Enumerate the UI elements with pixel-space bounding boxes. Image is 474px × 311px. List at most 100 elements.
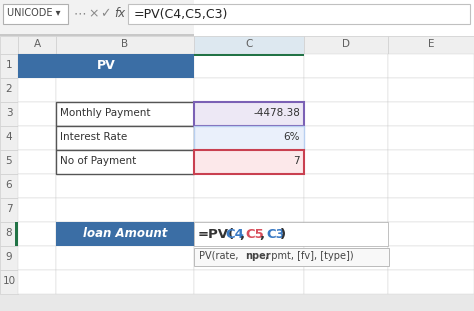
Text: C5: C5 [246,228,264,241]
Bar [56,54,194,78]
Bar [304,126,388,150]
Bar [56,102,194,126]
Text: C4: C4 [225,228,244,241]
Bar [194,246,304,270]
Bar [0,54,18,78]
Bar [194,54,304,56]
Bar [18,246,56,270]
Text: A: A [34,39,41,49]
Text: 10: 10 [2,276,16,286]
Bar [18,270,56,294]
Text: ⋯: ⋯ [74,7,86,20]
Bar [388,126,474,150]
Bar [304,36,388,54]
Text: 7: 7 [6,204,12,214]
Bar [18,54,194,78]
Bar [388,198,474,222]
Bar [3,4,68,24]
Bar [18,78,56,102]
Bar [0,270,18,294]
Bar [304,102,388,126]
Bar [388,150,474,174]
Text: ,: , [259,228,264,241]
Bar [388,174,474,198]
Bar [18,102,56,126]
Bar [388,54,474,78]
Text: C: C [246,39,253,49]
Text: 6: 6 [6,180,12,190]
Text: =PV(: =PV( [198,228,235,241]
Bar [304,270,388,294]
Bar [194,270,304,294]
Text: nper: nper [245,251,271,261]
Bar [388,102,474,126]
Bar [194,222,388,246]
Bar [194,150,304,174]
Bar [194,198,304,222]
Text: fx: fx [114,7,125,20]
Bar [56,150,194,174]
Bar [0,36,18,54]
Bar [18,126,56,150]
Text: Monthly Payment: Monthly Payment [60,108,151,118]
Bar [0,198,18,222]
Text: 2: 2 [6,84,12,94]
Bar [194,248,389,266]
Text: 4: 4 [6,132,12,142]
Bar [304,198,388,222]
Text: 1: 1 [6,60,12,70]
Bar [304,78,388,102]
Bar [388,222,474,246]
Text: 3: 3 [6,108,12,118]
Bar [0,222,18,246]
Bar [18,36,56,54]
Bar [0,78,18,102]
Bar [194,222,304,246]
Bar [194,78,304,102]
Bar [56,78,194,102]
Text: 7: 7 [293,156,300,166]
Bar [56,222,194,246]
Bar [18,150,56,174]
Bar [194,0,474,36]
Text: B: B [121,39,128,49]
Bar [0,174,18,198]
Text: 6%: 6% [283,132,300,142]
Bar [56,126,194,150]
Bar [56,126,194,150]
Bar [18,174,56,198]
Bar [194,150,304,174]
Bar [56,102,194,126]
Text: 8: 8 [6,228,12,238]
Bar [0,246,18,270]
Bar [194,126,304,150]
Text: 9: 9 [6,252,12,262]
Bar [194,54,304,78]
Bar [304,222,388,246]
Bar [0,34,474,36]
Bar [128,4,470,24]
Bar [388,36,474,54]
Text: PV: PV [97,59,115,72]
Bar [18,54,56,78]
Bar [56,198,194,222]
Text: loan Amount: loan Amount [83,227,167,240]
Bar [56,150,194,174]
Text: E: E [428,39,434,49]
Bar [388,246,474,270]
Bar [194,36,304,54]
Bar [56,174,194,198]
Text: D: D [342,39,350,49]
Text: Interest Rate: Interest Rate [60,132,127,142]
Text: ✓: ✓ [100,7,110,20]
Text: UNICODE ▾: UNICODE ▾ [7,8,61,18]
Bar [56,36,194,54]
Bar [304,54,388,78]
Text: No of Payment: No of Payment [60,156,136,166]
Bar [388,270,474,294]
Bar [0,126,18,150]
Text: PV(rate,: PV(rate, [199,251,242,261]
Bar [194,102,304,126]
Bar [0,102,18,126]
Text: , pmt, [fv], [type]): , pmt, [fv], [type]) [265,251,354,261]
